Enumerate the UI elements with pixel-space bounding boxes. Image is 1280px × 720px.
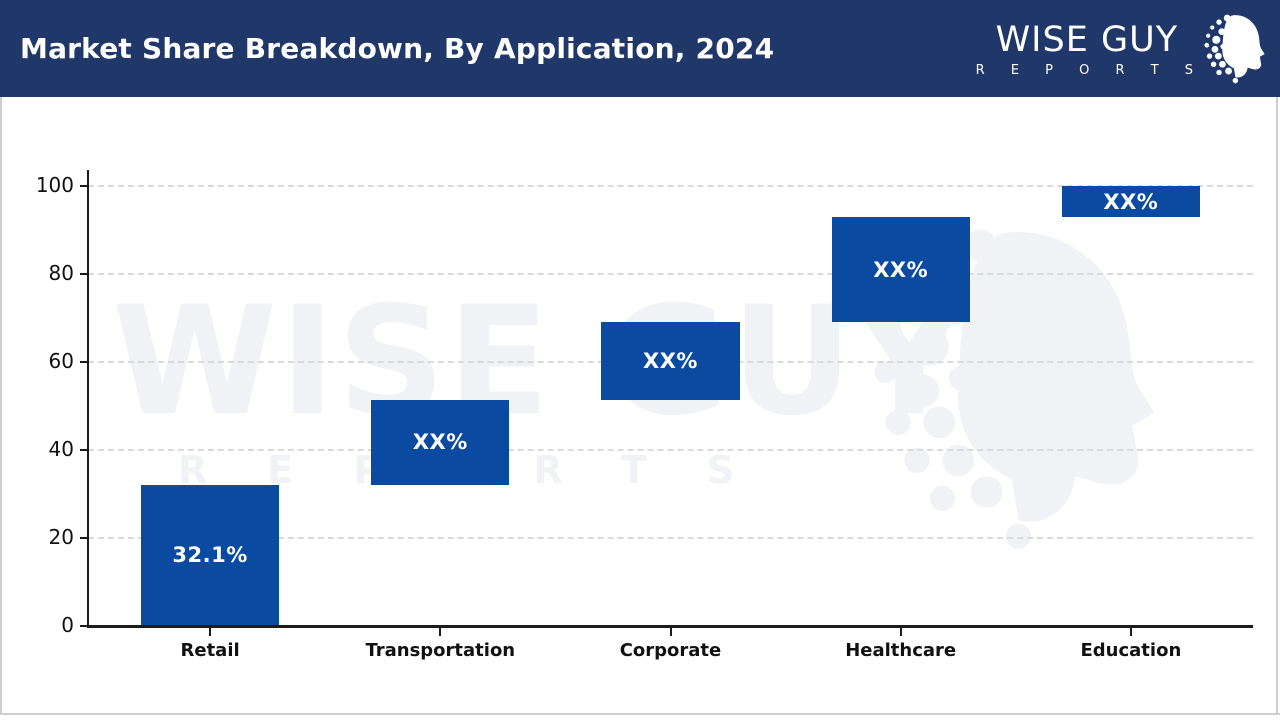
bar-segment: XX% bbox=[371, 399, 510, 485]
y-tick-mark bbox=[80, 537, 88, 539]
bar-value-label: XX% bbox=[1103, 189, 1159, 214]
gridline bbox=[88, 449, 1253, 451]
x-tick-mark bbox=[669, 628, 672, 636]
bar-segment: XX% bbox=[601, 322, 740, 400]
gridline bbox=[88, 537, 1253, 539]
x-tick-label: Corporate bbox=[619, 640, 722, 661]
y-tick-mark bbox=[80, 449, 88, 451]
x-tick-label: Transportation bbox=[365, 640, 516, 661]
y-tick-mark bbox=[80, 625, 88, 627]
y-tick-label: 0 bbox=[61, 613, 74, 637]
brand-logo-text: WISE GUY R E P O R T S bbox=[970, 20, 1204, 78]
page-border-bottom bbox=[0, 713, 1280, 715]
x-tick-label: Healthcare bbox=[845, 640, 957, 661]
gridline bbox=[88, 185, 1253, 187]
bar-segment: XX% bbox=[1061, 186, 1200, 218]
brand-subname: R E P O R T S bbox=[975, 63, 1204, 78]
x-tick-label: Retail bbox=[180, 640, 240, 661]
y-tick-mark bbox=[80, 273, 88, 275]
bar-value-label: 32.1% bbox=[172, 543, 248, 568]
y-tick-label: 40 bbox=[48, 437, 74, 461]
brand-logo: WISE GUY R E P O R T S bbox=[970, 6, 1268, 94]
y-tick-label: 60 bbox=[48, 349, 74, 373]
x-tick-mark bbox=[209, 628, 212, 636]
y-tick-mark bbox=[80, 185, 88, 187]
brand-head-icon bbox=[1200, 10, 1268, 90]
bar-value-label: XX% bbox=[643, 349, 698, 374]
bar-value-label: XX% bbox=[873, 257, 929, 282]
brand-name: WISE GUY bbox=[995, 20, 1179, 60]
y-axis-line bbox=[87, 170, 89, 628]
x-tick-mark bbox=[439, 628, 442, 636]
bar-segment: XX% bbox=[831, 217, 970, 323]
y-tick-mark bbox=[80, 361, 88, 363]
bar-value-label: XX% bbox=[412, 430, 468, 455]
y-tick-label: 20 bbox=[48, 525, 74, 549]
y-tick-label: 80 bbox=[48, 261, 74, 285]
x-tick-mark bbox=[899, 628, 902, 636]
page-border-right bbox=[1276, 97, 1278, 714]
bar-segment: 32.1% bbox=[141, 484, 280, 626]
gridline bbox=[88, 273, 1253, 275]
chart-title: Market Share Breakdown, By Application, … bbox=[20, 32, 775, 65]
x-tick-mark bbox=[1129, 628, 1132, 636]
x-tick-label: Education bbox=[1080, 640, 1182, 661]
page-border-left bbox=[0, 97, 2, 714]
x-axis-line bbox=[87, 625, 1253, 628]
y-tick-label: 100 bbox=[35, 173, 74, 197]
header-bar: Market Share Breakdown, By Application, … bbox=[0, 0, 1280, 97]
